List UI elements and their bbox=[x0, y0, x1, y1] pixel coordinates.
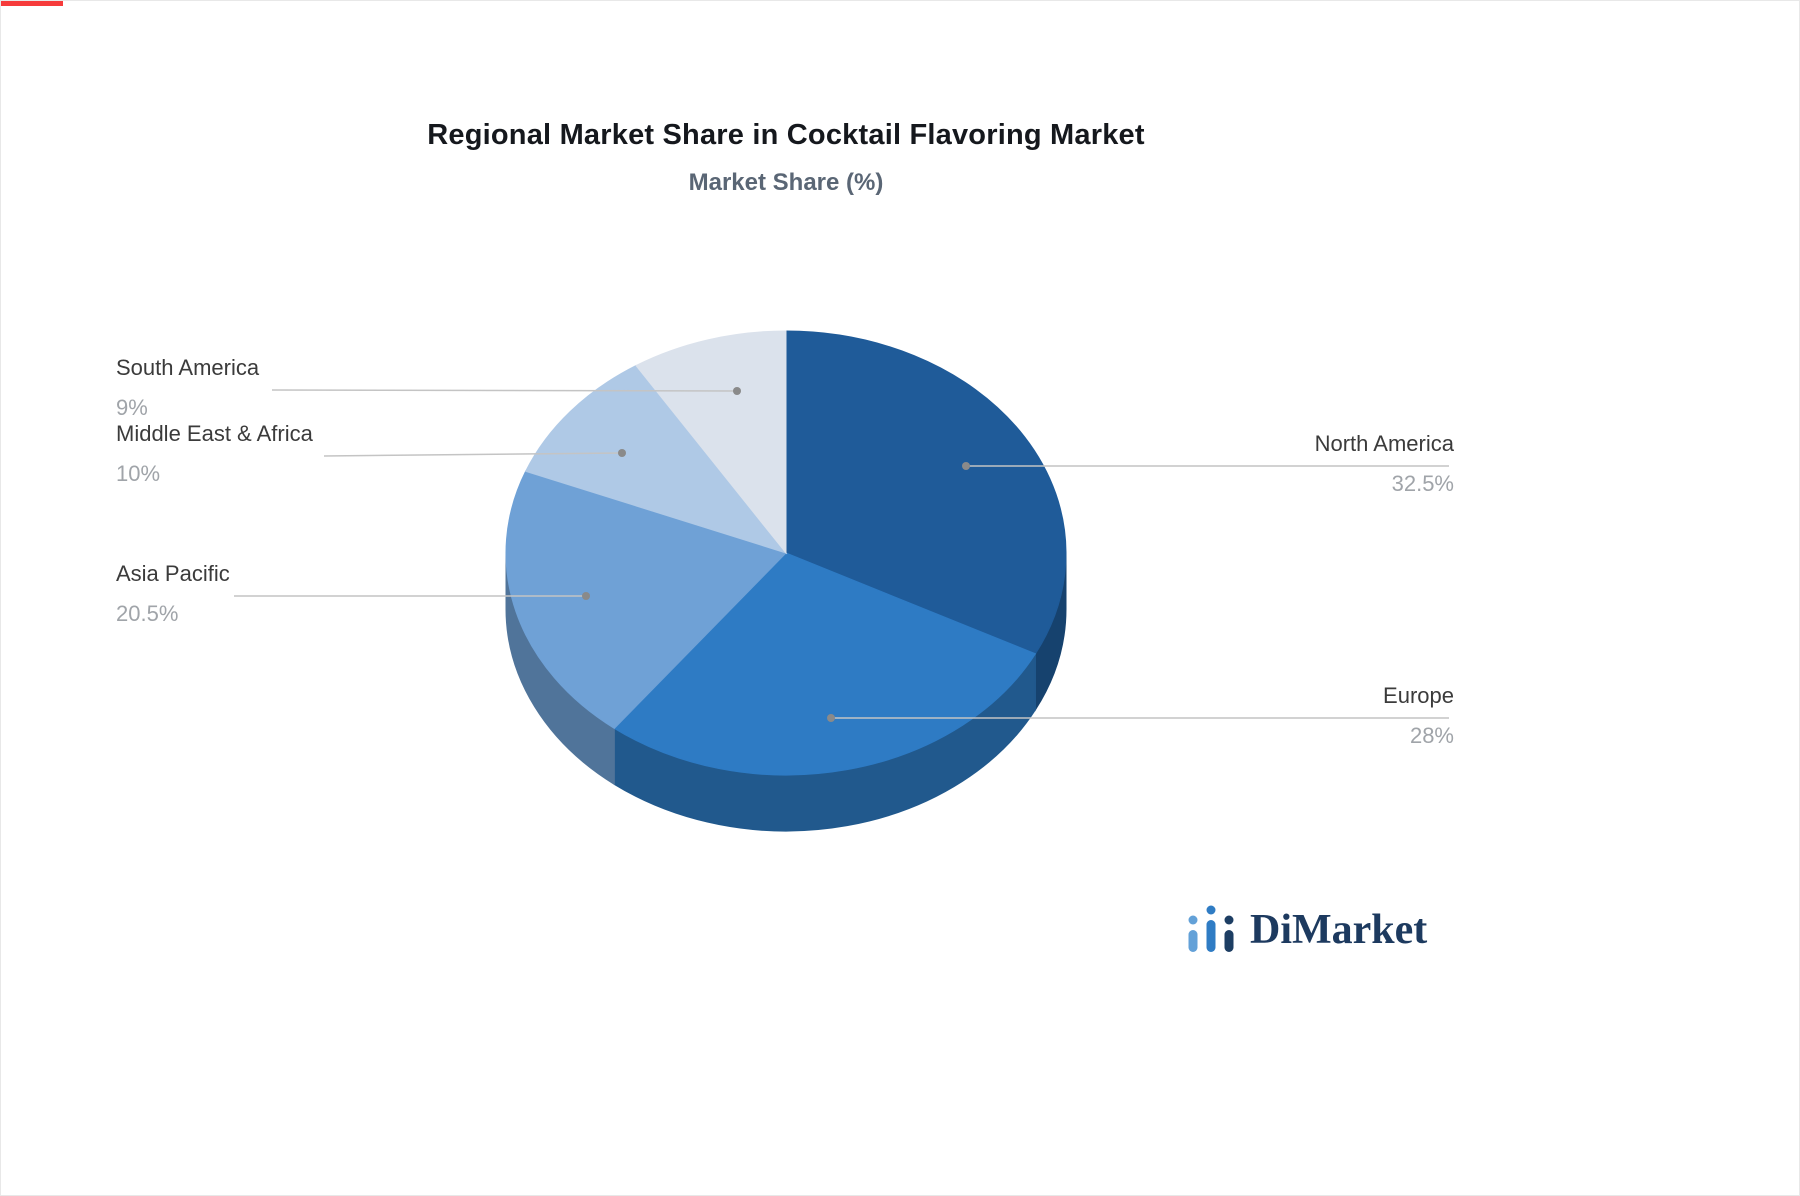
chart-subtitle: Market Share (%) bbox=[688, 169, 884, 196]
slice-value: 9% bbox=[116, 395, 148, 420]
pie-slice-north-america bbox=[785, 330, 1067, 655]
brand-logo: DiMarket bbox=[1184, 904, 1427, 956]
slice-value: 28% bbox=[1409, 723, 1454, 748]
top-red-strip bbox=[1, 1, 63, 6]
callout-asia-pacific: Asia Pacific 20.5% bbox=[116, 560, 230, 628]
callout-line-middle-east-africa bbox=[323, 452, 623, 457]
callout-dot-middle-east-africa bbox=[618, 449, 626, 457]
callout-south-america: South America 9% bbox=[116, 354, 259, 422]
pie-slice-south-america bbox=[635, 330, 787, 555]
slice-name: Europe bbox=[1383, 683, 1454, 708]
callout-dot-south-america bbox=[733, 387, 741, 395]
slice-name: Middle East & Africa bbox=[116, 421, 313, 446]
chart-title: Regional Market Share in Cocktail Flavor… bbox=[427, 119, 1145, 151]
callout-dot-europe bbox=[827, 714, 835, 722]
slice-value: 10% bbox=[116, 461, 161, 486]
callout-dot-asia-pacific bbox=[582, 592, 590, 600]
pie-slice-europe bbox=[613, 552, 1037, 776]
callout-north-america: North America 32.5% bbox=[1315, 430, 1454, 498]
callout-europe: Europe 28% bbox=[1383, 682, 1454, 750]
pie-slice-middle-east-africa bbox=[524, 364, 788, 554]
slice-name: North America bbox=[1314, 431, 1454, 456]
slice-value: 32.5% bbox=[1391, 471, 1454, 496]
callout-line-south-america bbox=[271, 389, 738, 392]
bar-chart-icon bbox=[1188, 905, 1234, 952]
pie-slice-asia-pacific bbox=[505, 470, 787, 730]
slice-name: Asia Pacific bbox=[116, 561, 230, 586]
slice-name: South America bbox=[116, 355, 260, 380]
callout-middle-east-africa: Middle East & Africa 10% bbox=[116, 420, 313, 488]
callout-dot-north-america bbox=[962, 462, 970, 470]
slice-value: 20.5% bbox=[116, 601, 179, 626]
brand-name: DiMarket bbox=[1250, 907, 1428, 953]
